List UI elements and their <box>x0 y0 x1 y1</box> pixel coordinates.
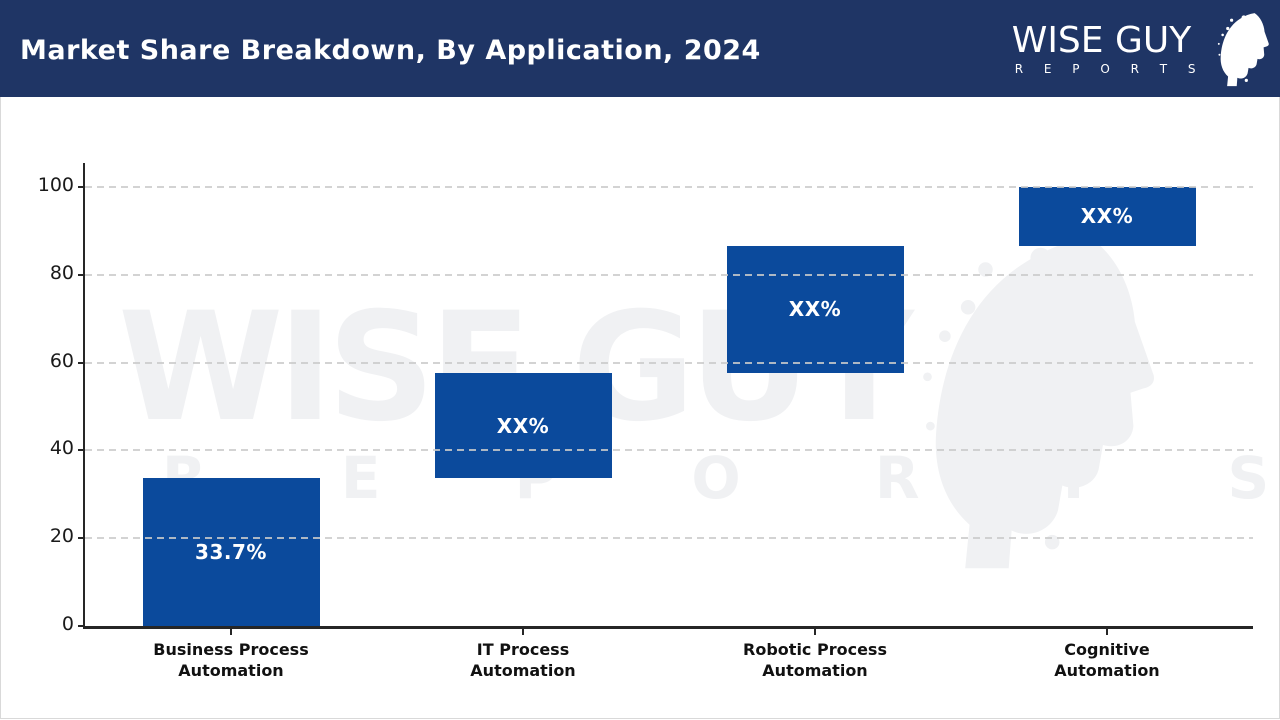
y-tick-mark-40 <box>78 449 85 452</box>
x-tick-mark-business-process-automation <box>230 626 232 635</box>
bar-value-label-it-process-automation: XX% <box>496 413 550 438</box>
category-label-line: Business Process <box>153 640 309 659</box>
y-tick-mark-0 <box>78 625 85 627</box>
category-label-cognitive-automation: Cognitive Automation <box>961 639 1253 681</box>
category-label-line: Automation <box>178 661 284 680</box>
gridline-60 <box>85 361 1253 364</box>
gridline-100 <box>85 186 1253 188</box>
bar-value-label-cognitive-automation: XX% <box>1080 204 1134 229</box>
y-tick-label-40: 40 <box>49 437 74 460</box>
y-tick-label-60: 60 <box>49 349 74 372</box>
page-title: Market Share Breakdown, By Application, … <box>20 35 761 66</box>
category-label-line: Robotic Process <box>743 640 887 659</box>
y-tick-mark-100 <box>78 186 85 188</box>
gridline-20 <box>85 537 1253 540</box>
y-tick-label-20: 20 <box>49 525 74 548</box>
header-bar: Market Share Breakdown, By Application, … <box>0 0 1280 97</box>
bar-cognitive-automation: XX% <box>1018 187 1196 246</box>
y-tick-label-0: 0 <box>61 613 74 635</box>
x-tick-mark-cognitive-automation <box>1106 626 1108 635</box>
watermark-dotted-head-profile-icon <box>923 237 1154 569</box>
y-tick-label-80: 80 <box>49 261 74 284</box>
y-tick-mark-80 <box>78 273 85 276</box>
x-tick-mark-it-process-automation <box>522 626 524 635</box>
brand-name: WISE GUY <box>1011 20 1192 61</box>
brand-logo: WISE GUY R E P O R T S <box>1012 8 1270 90</box>
category-label-line: Automation <box>470 661 576 680</box>
bar-business-process-automation: 33.7% <box>142 478 320 626</box>
category-label-line: Automation <box>1054 661 1160 680</box>
category-label-line: Cognitive <box>1064 640 1150 659</box>
category-label-line: Automation <box>762 661 868 680</box>
category-label-business-process-automation: Business Process Automation <box>85 639 377 681</box>
category-label-line: IT Process <box>476 640 570 659</box>
x-axis-line <box>83 626 1253 629</box>
y-tick-label-100: 100 <box>37 174 74 196</box>
gridline-80 <box>85 273 1253 276</box>
category-label-robotic-process-automation: Robotic Process Automation <box>669 639 961 681</box>
bar-it-process-automation: XX% <box>434 373 612 479</box>
bar-value-label-robotic-process-automation: XX% <box>788 297 842 322</box>
y-tick-mark-60 <box>78 361 85 364</box>
brand-logo-text: WISE GUY R E P O R T S <box>1011 20 1204 77</box>
y-tick-mark-20 <box>78 537 85 540</box>
dotted-head-profile-icon <box>1217 13 1269 87</box>
category-label-it-process-automation: IT Process Automation <box>377 639 669 681</box>
y-axis-line <box>83 163 85 626</box>
x-tick-mark-robotic-process-automation <box>814 626 816 635</box>
brand-subname: R E P O R T S <box>1014 62 1204 76</box>
bar-value-label-business-process-automation: 33.7% <box>195 540 267 565</box>
gridline-40 <box>85 449 1253 452</box>
bar-robotic-process-automation: XX% <box>726 245 904 374</box>
